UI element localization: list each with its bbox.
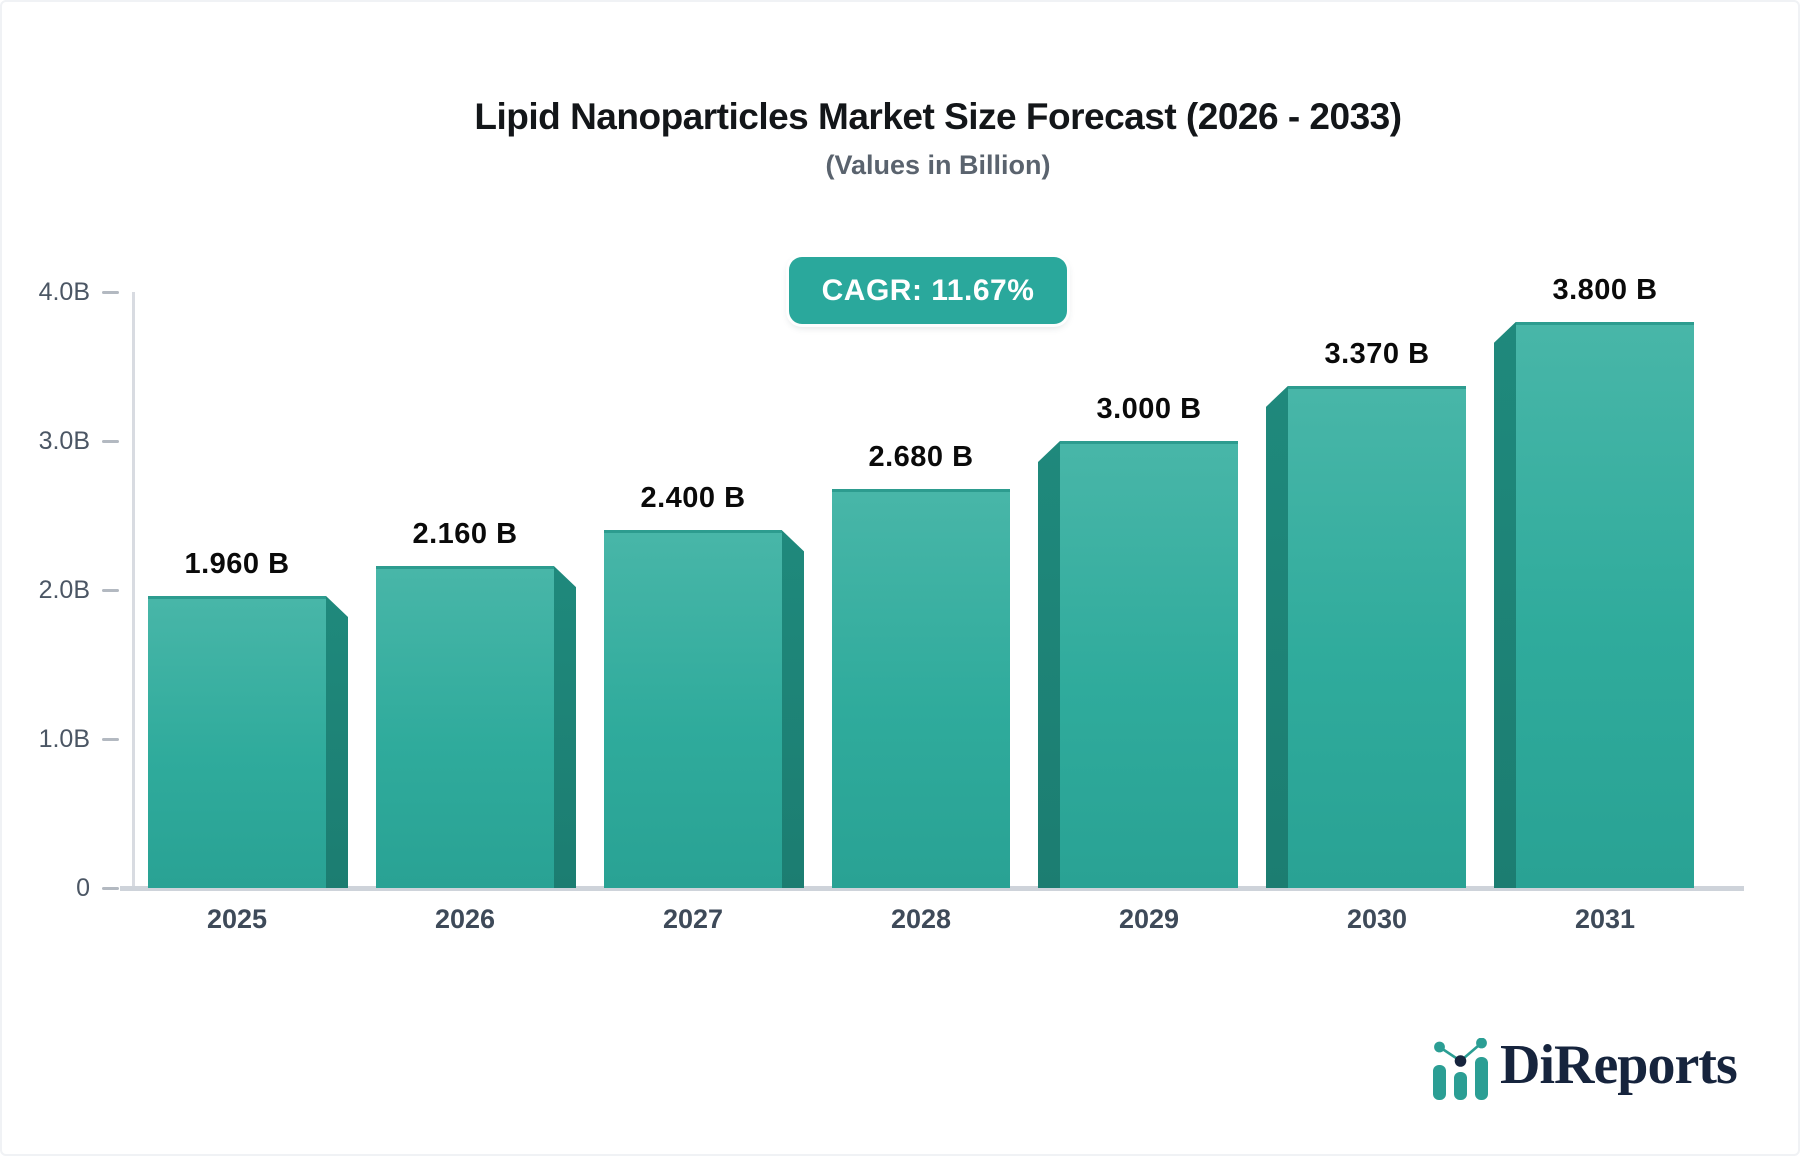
y-tick-label: 0	[76, 874, 90, 902]
bar-side-2030	[1266, 385, 1288, 888]
y-tick-label: 2.0B	[38, 576, 90, 604]
y-tick-label: 4.0B	[38, 278, 90, 306]
bar-value-label: 3.370 B	[1324, 337, 1430, 370]
x-axis-label: 2030	[1346, 904, 1408, 934]
y-tick-dash	[102, 439, 119, 443]
direports-logo: DiReports	[1432, 1030, 1738, 1100]
bar-value-label: 2.680 B	[868, 440, 974, 473]
bar-2025	[148, 595, 326, 888]
x-axis-label: 2029	[1118, 904, 1180, 934]
bar-line-chart-icon	[1433, 1038, 1488, 1100]
x-axis-label: 2026	[434, 904, 496, 934]
y-tick-dash	[102, 290, 119, 294]
bar-side-2025	[326, 595, 348, 888]
y-tick-label: 1.0B	[38, 725, 90, 753]
bar-2029	[1060, 441, 1238, 888]
y-tick-dash	[102, 588, 119, 592]
bar-value-label: 2.160 B	[412, 518, 518, 551]
x-axis-label: 2031	[1574, 904, 1636, 934]
y-tick-dash	[102, 886, 119, 890]
y-axis-line	[132, 292, 135, 888]
bar-2030	[1288, 385, 1466, 888]
bar-value-label: 2.400 B	[640, 482, 746, 515]
x-axis-label: 2025	[206, 904, 268, 934]
bar-value-label: 3.000 B	[1096, 393, 1202, 425]
y-tick-label: 3.0B	[38, 427, 90, 455]
cagr-badge-label: CAGR: 11.67%	[821, 273, 1035, 307]
bar-side-2029	[1038, 441, 1060, 888]
chart-title: Lipid Nanoparticles Market Size Forecast…	[474, 96, 1402, 137]
bar-side-2031	[1494, 321, 1516, 888]
logo-text: DiReports	[1500, 1034, 1738, 1096]
bar-value-label: 3.800 B	[1552, 273, 1658, 306]
bar-value-label: 1.960 B	[184, 547, 290, 580]
x-axis-label: 2027	[662, 904, 724, 934]
chart-subtitle: (Values in Billion)	[825, 150, 1051, 180]
bar-2026	[376, 566, 554, 888]
y-tick-dash	[102, 737, 119, 741]
bar-2028	[832, 488, 1010, 888]
bar-side-2026	[554, 566, 576, 888]
x-axis-label: 2028	[890, 904, 952, 934]
bar-2031	[1516, 321, 1694, 888]
bar-side-2027	[782, 530, 804, 888]
x-axis-baseline	[120, 886, 1744, 891]
bar-2027	[604, 530, 782, 888]
cagr-badge: CAGR: 11.67%	[789, 257, 1067, 324]
